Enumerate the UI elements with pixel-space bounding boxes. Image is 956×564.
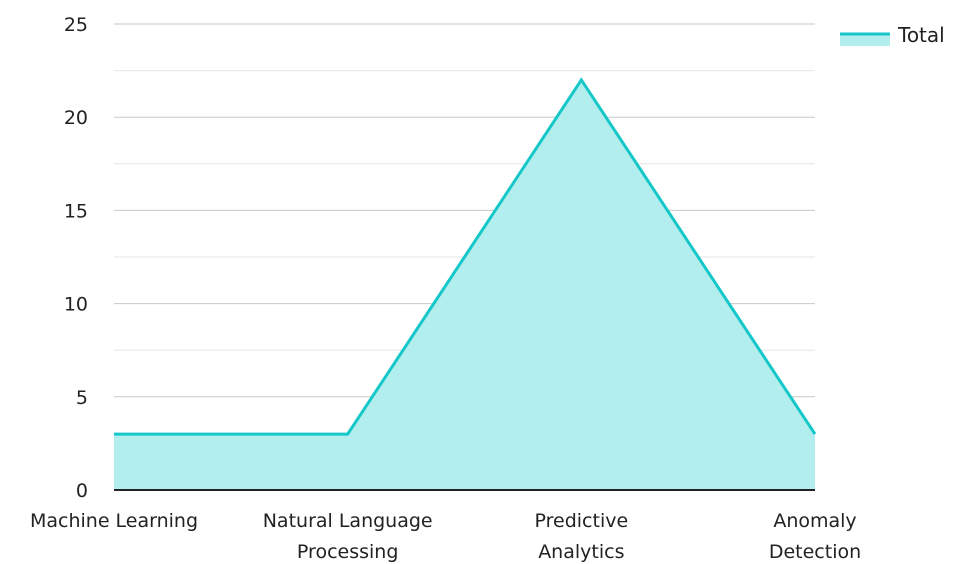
x-tick-label: Anomaly Detection xyxy=(769,510,861,563)
x-tick-label-line: Predictive xyxy=(535,510,629,532)
x-tick-label: Machine Learning xyxy=(30,510,198,532)
y-tick-label: 20 xyxy=(64,107,88,129)
y-tick-label: 15 xyxy=(64,200,88,222)
x-tick-label-line: Processing xyxy=(297,541,398,563)
legend-swatch xyxy=(840,34,890,46)
x-tick-label-line: Natural Language xyxy=(263,510,433,532)
y-tick-label: 25 xyxy=(64,14,88,36)
x-tick-label: Natural Language Processing xyxy=(263,510,433,563)
x-tick-label-line: Analytics xyxy=(538,541,624,563)
x-tick-label-line: Machine Learning xyxy=(30,510,198,532)
x-tick-label-line: Anomaly xyxy=(773,510,856,532)
legend-label-total: Total xyxy=(897,23,945,47)
legend[interactable]: Total xyxy=(840,23,945,47)
x-tick-label: Predictive Analytics xyxy=(535,510,629,563)
x-tick-label-line: Detection xyxy=(769,541,861,563)
series-line-total xyxy=(114,77,817,436)
x-axis: Machine Learning Natural Language Processi… xyxy=(30,489,861,563)
series-area-total xyxy=(114,79,815,491)
y-tick-label: 5 xyxy=(76,387,88,409)
plot-area xyxy=(113,77,817,491)
y-axis: 0 5 10 15 20 25 xyxy=(64,14,88,502)
y-tick-label: 10 xyxy=(64,294,88,316)
y-tick-label: 0 xyxy=(76,480,88,502)
